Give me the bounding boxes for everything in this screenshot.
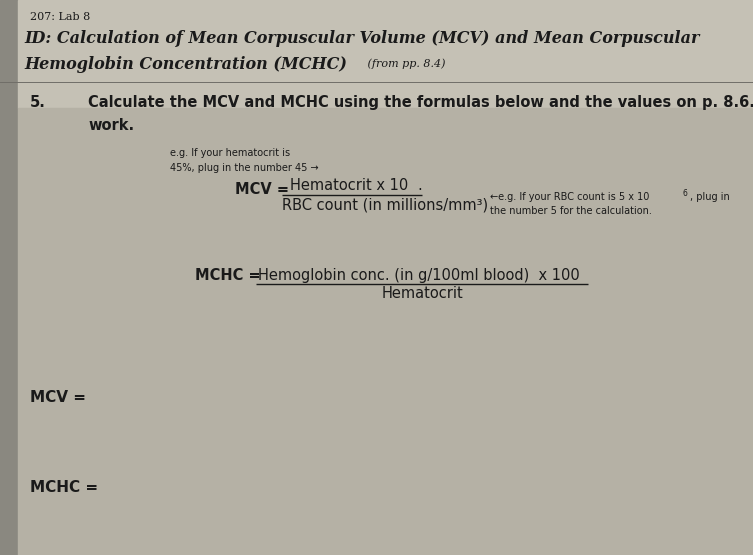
Text: ←e.g. If your RBC count is 5 x 10: ←e.g. If your RBC count is 5 x 10: [490, 192, 649, 202]
Text: 207: Lab 8: 207: Lab 8: [30, 12, 90, 22]
Text: MCV =: MCV =: [235, 182, 289, 197]
Text: MCHC =: MCHC =: [30, 480, 98, 495]
Text: MCV =: MCV =: [30, 390, 86, 405]
Text: , plug in: , plug in: [690, 192, 730, 202]
Text: Hemoglobin conc. (in g/100ml blood)  x 100: Hemoglobin conc. (in g/100ml blood) x 10…: [258, 268, 580, 283]
Text: work.: work.: [88, 118, 134, 133]
Text: Hemoglobin Concentration (MCHC): Hemoglobin Concentration (MCHC): [24, 56, 347, 73]
Text: 6: 6: [683, 189, 688, 198]
Bar: [18, 0, 753, 108]
Text: 45%, plug in the number 45 →: 45%, plug in the number 45 →: [170, 163, 319, 173]
Text: the number 5 for the calculation.: the number 5 for the calculation.: [490, 206, 652, 216]
Text: Hematocrit: Hematocrit: [382, 286, 464, 301]
Text: RBC count (in millions/mm³): RBC count (in millions/mm³): [282, 197, 488, 212]
Text: ID: Calculation of Mean Corpuscular Volume (MCV) and Mean Corpuscular: ID: Calculation of Mean Corpuscular Volu…: [24, 30, 700, 47]
Text: Hematocrit x 10: Hematocrit x 10: [290, 178, 408, 193]
Text: e.g. If your hematocrit is: e.g. If your hematocrit is: [170, 148, 290, 158]
Text: 5.: 5.: [30, 95, 46, 110]
Text: .: .: [417, 178, 422, 193]
Bar: [0, 0, 18, 555]
Bar: [18, 108, 753, 555]
Text: Calculate the MCV and MCHC using the formulas below and the values on p. 8.6.  S: Calculate the MCV and MCHC using the for…: [88, 95, 753, 110]
Text: MCHC =: MCHC =: [195, 268, 261, 283]
Text: (from pp. 8.4): (from pp. 8.4): [364, 58, 446, 69]
